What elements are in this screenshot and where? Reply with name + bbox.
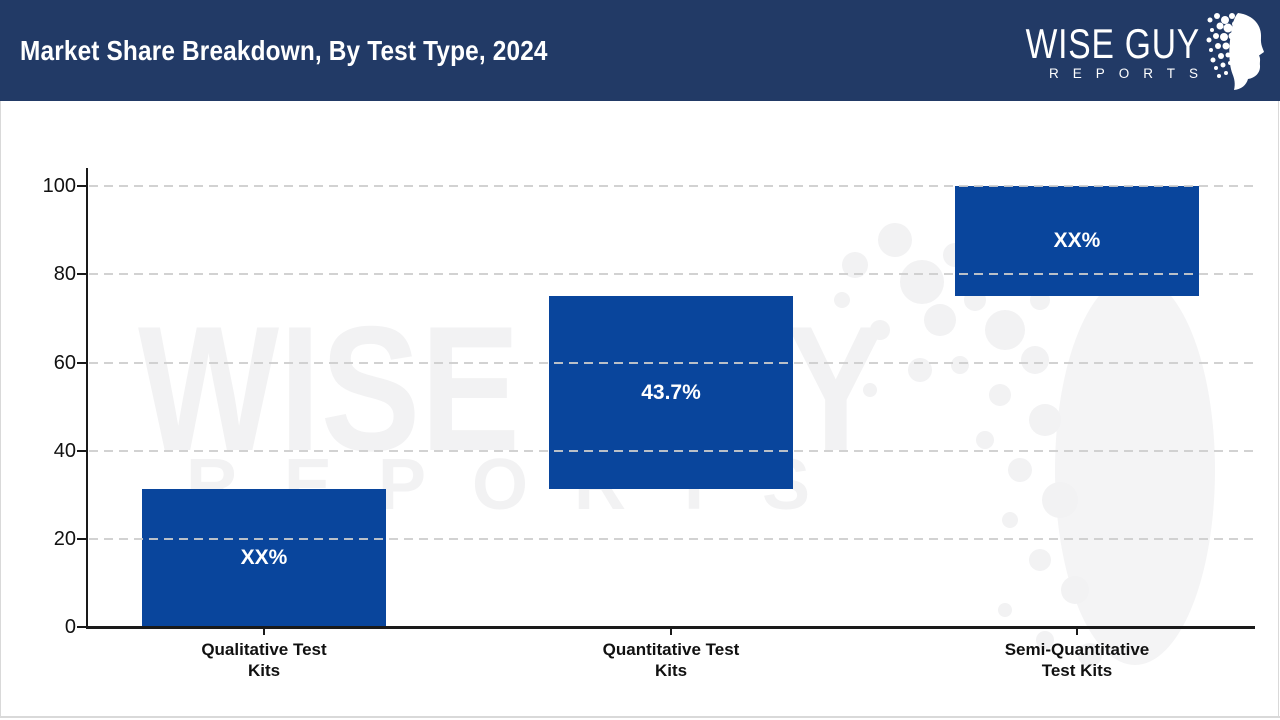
y-tick-20	[77, 537, 86, 540]
logo-face-icon	[1206, 13, 1264, 90]
category-label-line: Test Kits	[1041, 661, 1113, 680]
bar-1: XX%	[142, 489, 386, 627]
watermark-face-dots-icon	[834, 223, 1215, 667]
gridline-y40	[89, 449, 1254, 452]
y-tick-80	[77, 273, 86, 276]
category-label-line: Kits	[247, 661, 281, 680]
x-category-label-2: Quantitative Test Kits	[511, 639, 831, 681]
y-tick-label-80: 80	[53, 263, 76, 286]
category-label-line: Kits	[654, 661, 688, 680]
bar-2: 43.7%	[549, 296, 793, 490]
logo-wiseguy-text: WISE GUY	[1025, 20, 1200, 67]
bar-value-label: XX%	[240, 546, 288, 569]
x-tick-3	[1076, 627, 1078, 635]
y-tick-label-0: 0	[64, 616, 76, 638]
gridline-y80	[89, 273, 1254, 276]
category-label-line: Qualitative Test	[201, 640, 327, 659]
bar-3: XX%	[955, 186, 1199, 297]
y-tick-label-60: 60	[53, 351, 76, 374]
page-title: Market Share Breakdown, By Test Type, 20…	[20, 34, 548, 66]
x-category-label-3: Semi-Quantitative Test Kits	[917, 639, 1237, 681]
bar-value-label: 43.7%	[641, 380, 701, 404]
y-tick-60	[77, 361, 86, 364]
wise-guy-reports-logo: WISE GUY REPORTS	[1014, 8, 1264, 96]
gridline-y20	[89, 537, 1254, 540]
y-tick-100	[77, 185, 86, 188]
y-axis-line	[86, 168, 88, 629]
x-tick-1	[263, 627, 265, 635]
category-label-line: Quantitative Test	[602, 640, 740, 659]
x-tick-2	[670, 627, 672, 635]
y-tick-0	[77, 626, 86, 628]
frame-right-border	[1278, 101, 1279, 717]
logo-reports-text: REPORTS	[1048, 66, 1212, 81]
header: Market Share Breakdown, By Test Type, 20…	[0, 0, 1280, 101]
category-label-line: Semi-Quantitative	[1004, 640, 1150, 659]
bar-value-label: XX%	[1053, 229, 1101, 253]
y-tick-label-40: 40	[53, 439, 76, 462]
y-tick-40	[77, 449, 86, 452]
y-tick-label-100: 100	[42, 175, 76, 198]
y-tick-label-20: 20	[53, 527, 76, 550]
frame-bottom-border	[0, 716, 1280, 718]
gridline-y100	[89, 185, 1254, 188]
frame-left-border	[0, 101, 1, 717]
x-category-label-1: Qualitative Test Kits	[104, 639, 424, 681]
gridline-y60	[89, 361, 1254, 364]
